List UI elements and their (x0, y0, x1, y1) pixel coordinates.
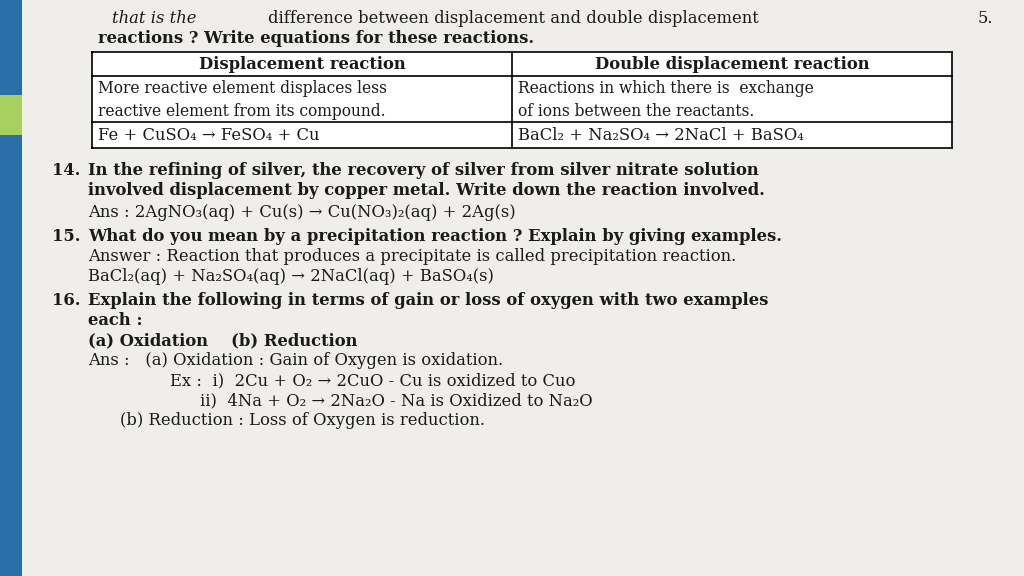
Text: that is the: that is the (112, 10, 197, 27)
Text: Reactions in which there is  exchange
of ions between the reactants.: Reactions in which there is exchange of … (518, 80, 814, 120)
Text: 15.: 15. (52, 228, 81, 245)
Text: Explain the following in terms of gain or loss of oxygen with two examples: Explain the following in terms of gain o… (88, 292, 768, 309)
Text: Displacement reaction: Displacement reaction (199, 56, 406, 73)
Text: More reactive element displaces less
reactive element from its compound.: More reactive element displaces less rea… (98, 80, 387, 120)
Text: Ans :   (a) Oxidation : Gain of Oxygen is oxidation.: Ans : (a) Oxidation : Gain of Oxygen is … (88, 352, 503, 369)
Text: 5.: 5. (978, 10, 993, 27)
Text: (b) Reduction : Loss of Oxygen is reduction.: (b) Reduction : Loss of Oxygen is reduct… (120, 412, 485, 429)
Text: involved displacement by copper metal. Write down the reaction involved.: involved displacement by copper metal. W… (88, 182, 765, 199)
Text: Ex :  i)  2Cu + O₂ → 2CuO - Cu is oxidized to Cuo: Ex : i) 2Cu + O₂ → 2CuO - Cu is oxidized… (170, 372, 575, 389)
Text: Fe + CuSO₄ → FeSO₄ + Cu: Fe + CuSO₄ → FeSO₄ + Cu (98, 127, 319, 144)
Text: reactions ? Write equations for these reactions.: reactions ? Write equations for these re… (98, 30, 535, 47)
Text: In the refining of silver, the recovery of silver from silver nitrate solution: In the refining of silver, the recovery … (88, 162, 759, 179)
Bar (0, 0, 22, 576)
Bar (92, 52, 952, 148)
Bar (0, 95, 22, 135)
Text: ii)  4Na + O₂ → 2Na₂O - Na is Oxidized to Na₂O: ii) 4Na + O₂ → 2Na₂O - Na is Oxidized to… (200, 392, 593, 409)
Text: (a) Oxidation    (b) Reduction: (a) Oxidation (b) Reduction (88, 332, 357, 349)
Text: Ans : 2AgNO₃(aq) + Cu(s) → Cu(NO₃)₂(aq) + 2Ag(s): Ans : 2AgNO₃(aq) + Cu(s) → Cu(NO₃)₂(aq) … (88, 204, 516, 221)
Text: What do you mean by a precipitation reaction ? Explain by giving examples.: What do you mean by a precipitation reac… (88, 228, 782, 245)
Text: difference between displacement and double displacement: difference between displacement and doub… (268, 10, 759, 27)
Text: Double displacement reaction: Double displacement reaction (595, 56, 869, 73)
Text: BaCl₂(aq) + Na₂SO₄(aq) → 2NaCl(aq) + BaSO₄(s): BaCl₂(aq) + Na₂SO₄(aq) → 2NaCl(aq) + BaS… (88, 268, 494, 285)
Text: 14.: 14. (52, 162, 80, 179)
Text: 16.: 16. (52, 292, 81, 309)
Text: each :: each : (88, 312, 142, 329)
Text: BaCl₂ + Na₂SO₄ → 2NaCl + BaSO₄: BaCl₂ + Na₂SO₄ → 2NaCl + BaSO₄ (518, 127, 804, 144)
Text: Answer : Reaction that produces a precipitate is called precipitation reaction.: Answer : Reaction that produces a precip… (88, 248, 736, 265)
